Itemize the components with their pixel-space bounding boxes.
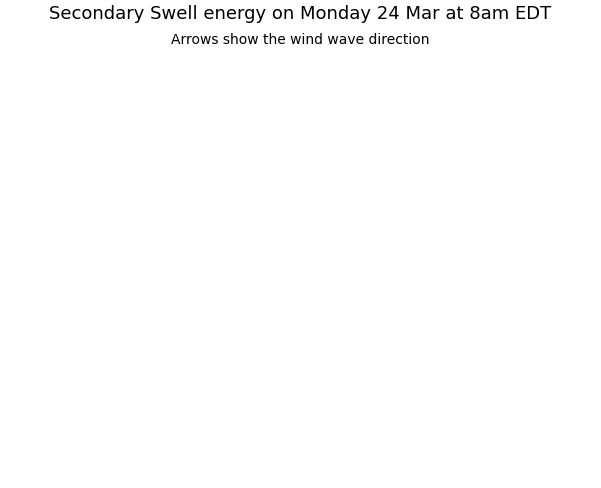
Text: Secondary Swell energy on Monday 24 Mar at 8am EDT: Secondary Swell energy on Monday 24 Mar …	[49, 5, 552, 23]
Text: Arrows show the wind wave direction: Arrows show the wind wave direction	[171, 33, 430, 47]
Text: Cartopy required: Cartopy required	[242, 263, 359, 277]
